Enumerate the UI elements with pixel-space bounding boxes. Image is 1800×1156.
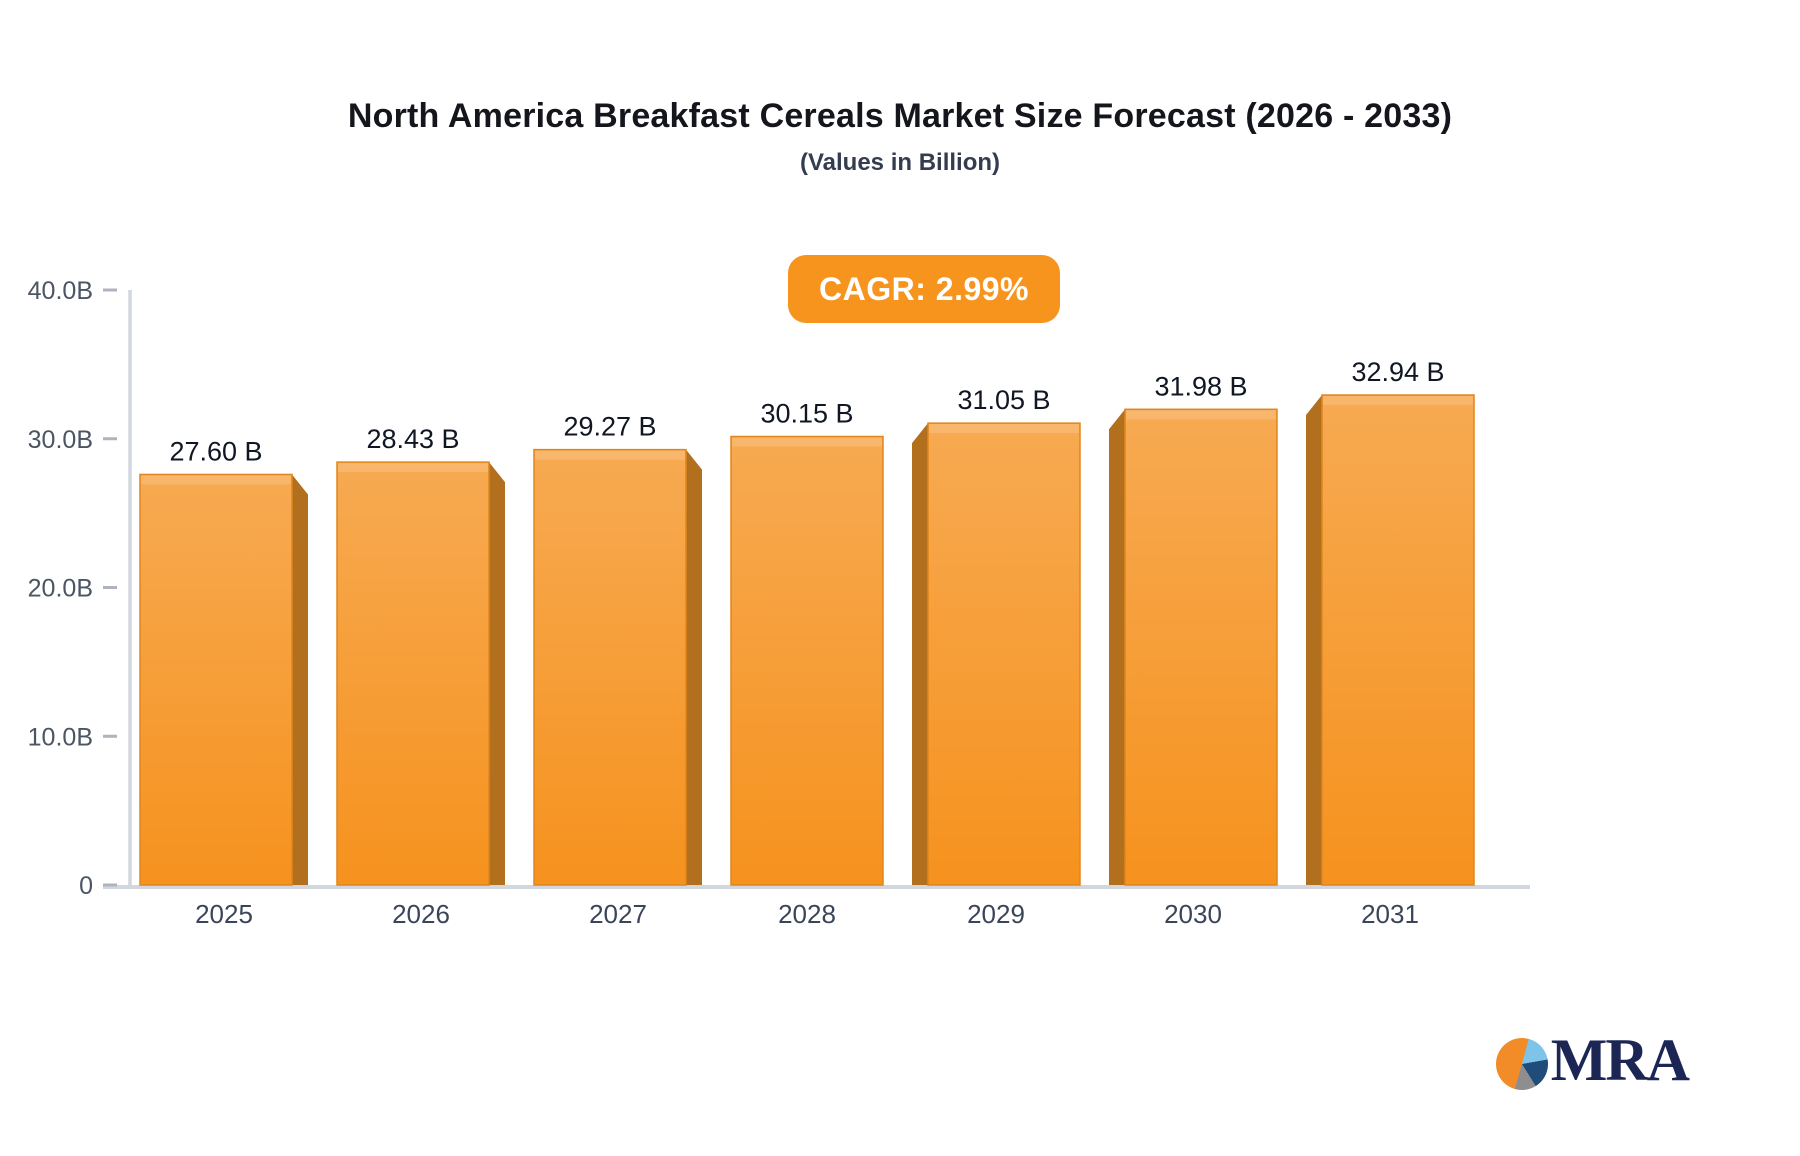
bar-value-label: 31.98 B xyxy=(1154,371,1247,401)
bar-top-highlight xyxy=(732,437,882,447)
x-axis-label: 2026 xyxy=(392,899,450,929)
bar-2028 xyxy=(730,435,884,886)
bar-value-label: 27.60 B xyxy=(169,436,262,466)
pie-chart-icon xyxy=(1495,1038,1548,1090)
bar-side-shadow xyxy=(686,449,702,885)
bar-top-highlight xyxy=(338,463,488,473)
mra-logo: MRA xyxy=(1495,1030,1690,1090)
bar-2030 xyxy=(1124,408,1278,886)
x-axis-label: 2028 xyxy=(778,899,836,929)
y-axis-label: 40.0B xyxy=(28,277,93,305)
x-axis-label: 2030 xyxy=(1164,899,1222,929)
bar-value-label: 29.27 B xyxy=(563,412,656,442)
y-axis-label: 20.0B xyxy=(28,575,93,603)
bar-side-shadow xyxy=(489,462,505,885)
bar-2026 xyxy=(336,461,490,886)
y-axis-label: 30.0B xyxy=(28,426,93,454)
bar-side-shadow xyxy=(1306,395,1322,885)
bar-2031 xyxy=(1321,394,1475,886)
bar-top-highlight xyxy=(1126,410,1276,420)
bar-value-label: 28.43 B xyxy=(366,424,459,454)
mra-logo-text: MRA xyxy=(1550,1027,1690,1093)
bar-value-label: 32.94 B xyxy=(1351,357,1444,387)
bar-top-highlight xyxy=(1323,396,1473,406)
x-axis-label: 2031 xyxy=(1361,899,1419,929)
bar-2027 xyxy=(533,448,687,886)
bar-value-label: 31.05 B xyxy=(957,385,1050,415)
x-axis-label: 2029 xyxy=(967,899,1025,929)
x-axis-label: 2027 xyxy=(589,899,647,929)
y-axis-label: 0 xyxy=(79,872,93,900)
x-axis-label: 2025 xyxy=(195,899,253,929)
bar-top-highlight xyxy=(141,475,291,485)
bar-2025 xyxy=(139,473,293,886)
cagr-badge-label: CAGR: 2.99% xyxy=(819,270,1029,307)
page-subtitle: (Values in Billion) xyxy=(799,149,1001,176)
bar-2029 xyxy=(927,422,1081,886)
y-axis-label: 10.0B xyxy=(28,723,93,751)
bar-top-highlight xyxy=(929,424,1079,434)
bar-side-shadow xyxy=(1109,409,1125,885)
page-title: North America Breakfast Cereals Market S… xyxy=(347,97,1453,135)
bar-value-label: 30.15 B xyxy=(760,399,853,429)
cagr-badge: CAGR: 2.99% xyxy=(788,255,1060,323)
bar-top-highlight xyxy=(535,450,685,460)
bar-side-shadow xyxy=(912,423,928,885)
bar-side-shadow xyxy=(292,474,308,885)
